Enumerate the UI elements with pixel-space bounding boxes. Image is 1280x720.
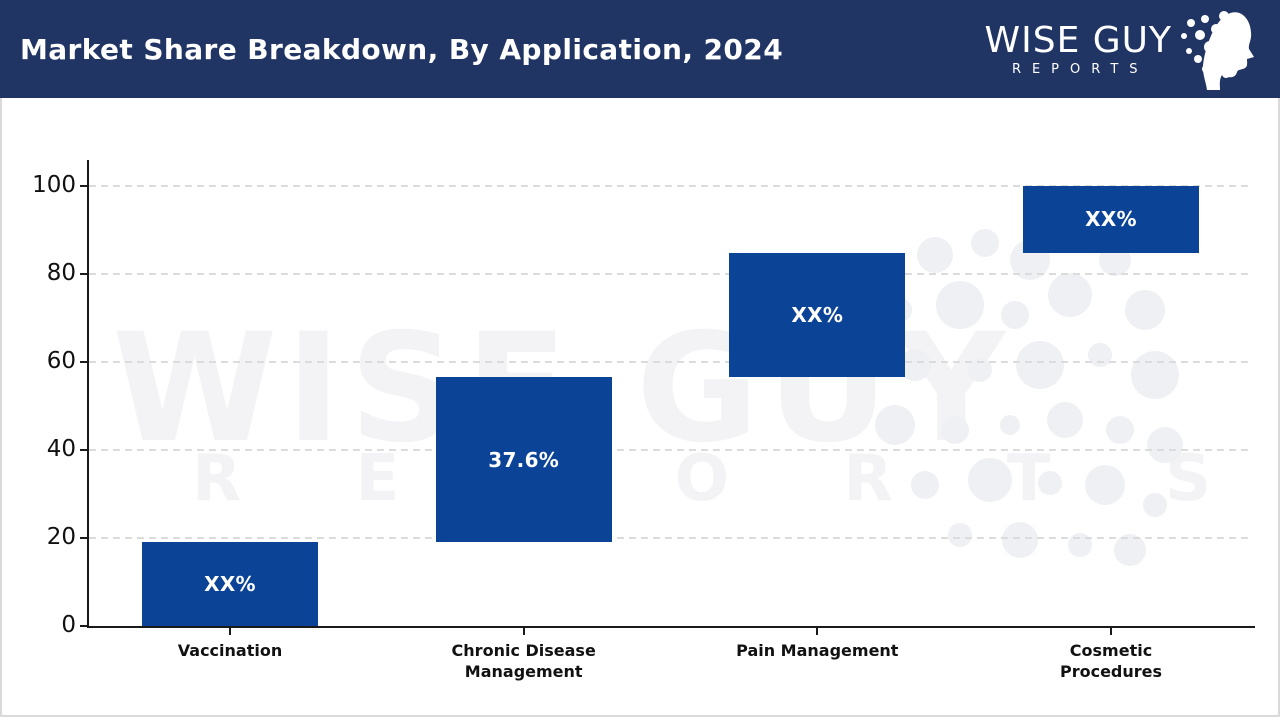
card-border-bottom	[0, 715, 1280, 717]
bar-value-label: XX%	[204, 572, 256, 597]
category-label-line: Management	[464, 662, 583, 681]
gridline-20	[89, 537, 1253, 539]
y-tick-label: 80	[46, 260, 76, 286]
gridline-100	[89, 185, 1253, 187]
wise-guy-logo: WISE GUY REPORTS	[984, 6, 1254, 92]
y-tick-label: 100	[32, 172, 76, 198]
category-label-line: Procedures	[1059, 662, 1163, 681]
logo-subtitle: REPORTS	[1011, 61, 1149, 77]
bar-cosmetic-procedures: XX%	[1023, 186, 1199, 253]
y-tick-mark	[80, 449, 87, 451]
card-border-left	[0, 98, 2, 716]
card-border-right	[1278, 98, 1280, 716]
y-tick-label: 40	[46, 436, 76, 462]
x-tick-mark	[522, 628, 525, 635]
category-label-line: Cosmetic	[1069, 641, 1153, 660]
y-tick-label: 0	[61, 612, 76, 638]
watermark-face-dots	[875, 229, 1183, 566]
x-axis-line	[87, 626, 1255, 628]
y-tick-mark	[80, 625, 87, 627]
y-axis-line	[87, 160, 89, 628]
logo-wordmark: WISE GUY	[984, 19, 1172, 61]
logo-text: WISE GUY REPORTS	[984, 19, 1173, 77]
bar-value-label: 37.6%	[488, 447, 560, 472]
logo-face-icon	[1181, 11, 1254, 90]
y-tick-mark	[80, 537, 87, 539]
y-tick-mark	[80, 361, 87, 363]
y-tick-mark	[80, 185, 87, 187]
chart-title: Market Share Breakdown, By Application, …	[20, 32, 784, 66]
bar-vaccination: XX%	[142, 542, 318, 626]
gridline-60	[89, 361, 1253, 363]
category-label-line: Vaccination	[177, 641, 283, 660]
category-label: Cosmetic Procedures	[961, 640, 1261, 682]
y-tick-label: 60	[46, 348, 76, 374]
x-tick-mark	[229, 628, 231, 635]
y-tick-mark	[80, 273, 87, 275]
bar-chronic-disease-management: 37.6%	[435, 376, 612, 543]
category-label: Chronic Disease Management	[374, 640, 674, 682]
category-label: Pain Management	[667, 640, 967, 661]
category-label: Vaccination	[80, 640, 380, 661]
x-tick-mark	[816, 628, 819, 635]
bar-value-label: XX%	[791, 302, 844, 327]
bar-pain-management: XX%	[729, 252, 906, 377]
bar-value-label: XX%	[1085, 207, 1137, 232]
category-label-line: Pain Management	[736, 641, 899, 660]
category-label-line: Chronic Disease	[451, 641, 596, 660]
gridline-80	[89, 273, 1253, 275]
header: Market Share Breakdown, By Application, …	[0, 0, 1280, 98]
y-tick-label: 20	[46, 524, 76, 550]
gridline-40	[89, 449, 1253, 451]
x-tick-mark	[1110, 628, 1112, 635]
